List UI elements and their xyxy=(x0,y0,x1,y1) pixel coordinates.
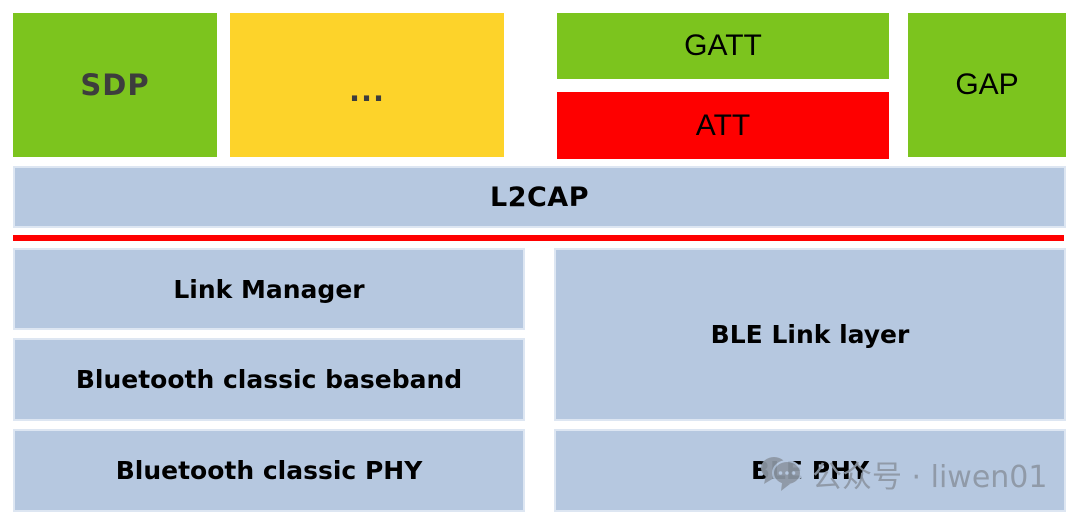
box-other-profiles-label: ... xyxy=(348,74,386,108)
chat-bubbles-icon xyxy=(761,457,802,491)
box-bluetooth-classic-baseband: Bluetooth classic baseband xyxy=(13,338,525,421)
box-bluetooth-classic-baseband-label: Bluetooth classic baseband xyxy=(75,365,463,394)
box-bluetooth-classic-phy: Bluetooth classic PHY xyxy=(13,429,525,512)
box-bluetooth-classic-phy-label: Bluetooth classic PHY xyxy=(115,456,423,485)
box-sdp: SDP xyxy=(13,13,217,157)
box-l2cap-label: L2CAP xyxy=(490,181,589,213)
box-gatt-label: GATT xyxy=(684,29,762,62)
box-l2cap: L2CAP xyxy=(13,166,1066,228)
box-gap-label: GAP xyxy=(955,68,1019,101)
hci-divider-line xyxy=(13,235,1064,241)
box-att: ATT xyxy=(557,92,889,159)
box-link-manager-label: Link Manager xyxy=(173,274,365,304)
box-gap: GAP xyxy=(908,13,1066,157)
box-link-manager: Link Manager xyxy=(13,248,525,330)
watermark: 公众号 · liwen01 xyxy=(760,452,1047,496)
box-ble-link-layer: BLE Link layer xyxy=(554,248,1066,421)
box-gatt: GATT xyxy=(557,13,889,79)
box-att-label: ATT xyxy=(695,108,751,142)
box-other-profiles: ... xyxy=(230,13,504,157)
box-ble-link-layer-label: BLE Link layer xyxy=(710,320,910,349)
box-sdp-label: SDP xyxy=(80,68,150,102)
box-ble-phy: BLE PHY xyxy=(554,429,1066,512)
watermark-text: 公众号 · liwen01 xyxy=(812,460,1048,495)
